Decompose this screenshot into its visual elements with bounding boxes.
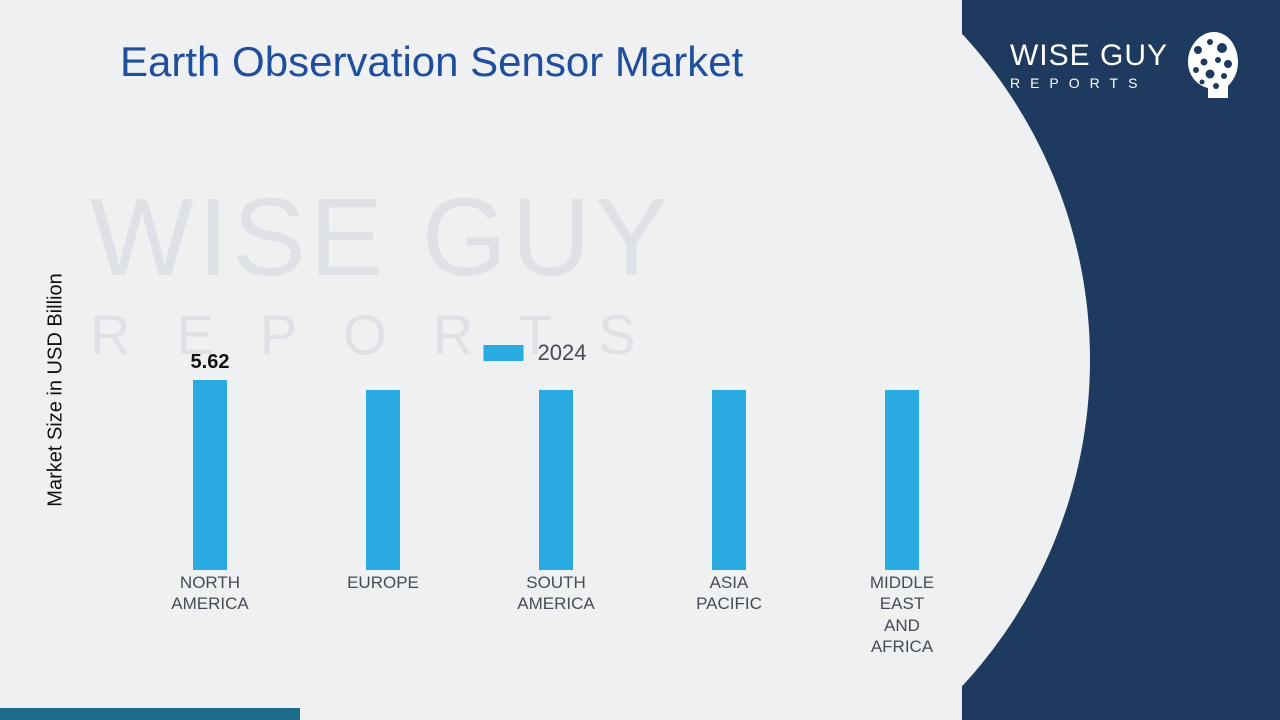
y-axis-label: Market Size in USD Billion (45, 273, 68, 506)
x-tick-label: EUROPE (313, 572, 453, 593)
page-root: WISE GUY REPORTS WISE GUY REPORTS (0, 0, 1280, 720)
bar (539, 390, 573, 570)
bar (885, 390, 919, 570)
brand-logo-text: WISE GUY REPORTS (1010, 39, 1168, 91)
bars-container: 5.62 (130, 140, 940, 570)
head-icon (1180, 30, 1240, 100)
bottom-accent-bar (0, 708, 300, 720)
x-tick-label: SOUTH AMERICA (486, 572, 626, 615)
bar (366, 390, 400, 570)
bar-value-label: 5.62 (191, 351, 230, 374)
plot-area: 2024 5.62 (130, 140, 940, 570)
brand-logo-sub: REPORTS (1010, 75, 1147, 91)
chart-area: Market Size in USD Billion 2024 5.62 NOR… (80, 140, 940, 640)
chart-title: Earth Observation Sensor Market (120, 38, 743, 86)
x-tick-label: NORTH AMERICA (140, 572, 280, 615)
bar (193, 380, 227, 570)
x-tick-label: MIDDLE EAST AND AFRICA (832, 572, 972, 657)
bar (712, 390, 746, 570)
brand-logo-main: WISE GUY (1010, 39, 1168, 73)
brand-logo: WISE GUY REPORTS (1010, 30, 1240, 100)
x-tick-label: ASIA PACIFIC (659, 572, 799, 615)
